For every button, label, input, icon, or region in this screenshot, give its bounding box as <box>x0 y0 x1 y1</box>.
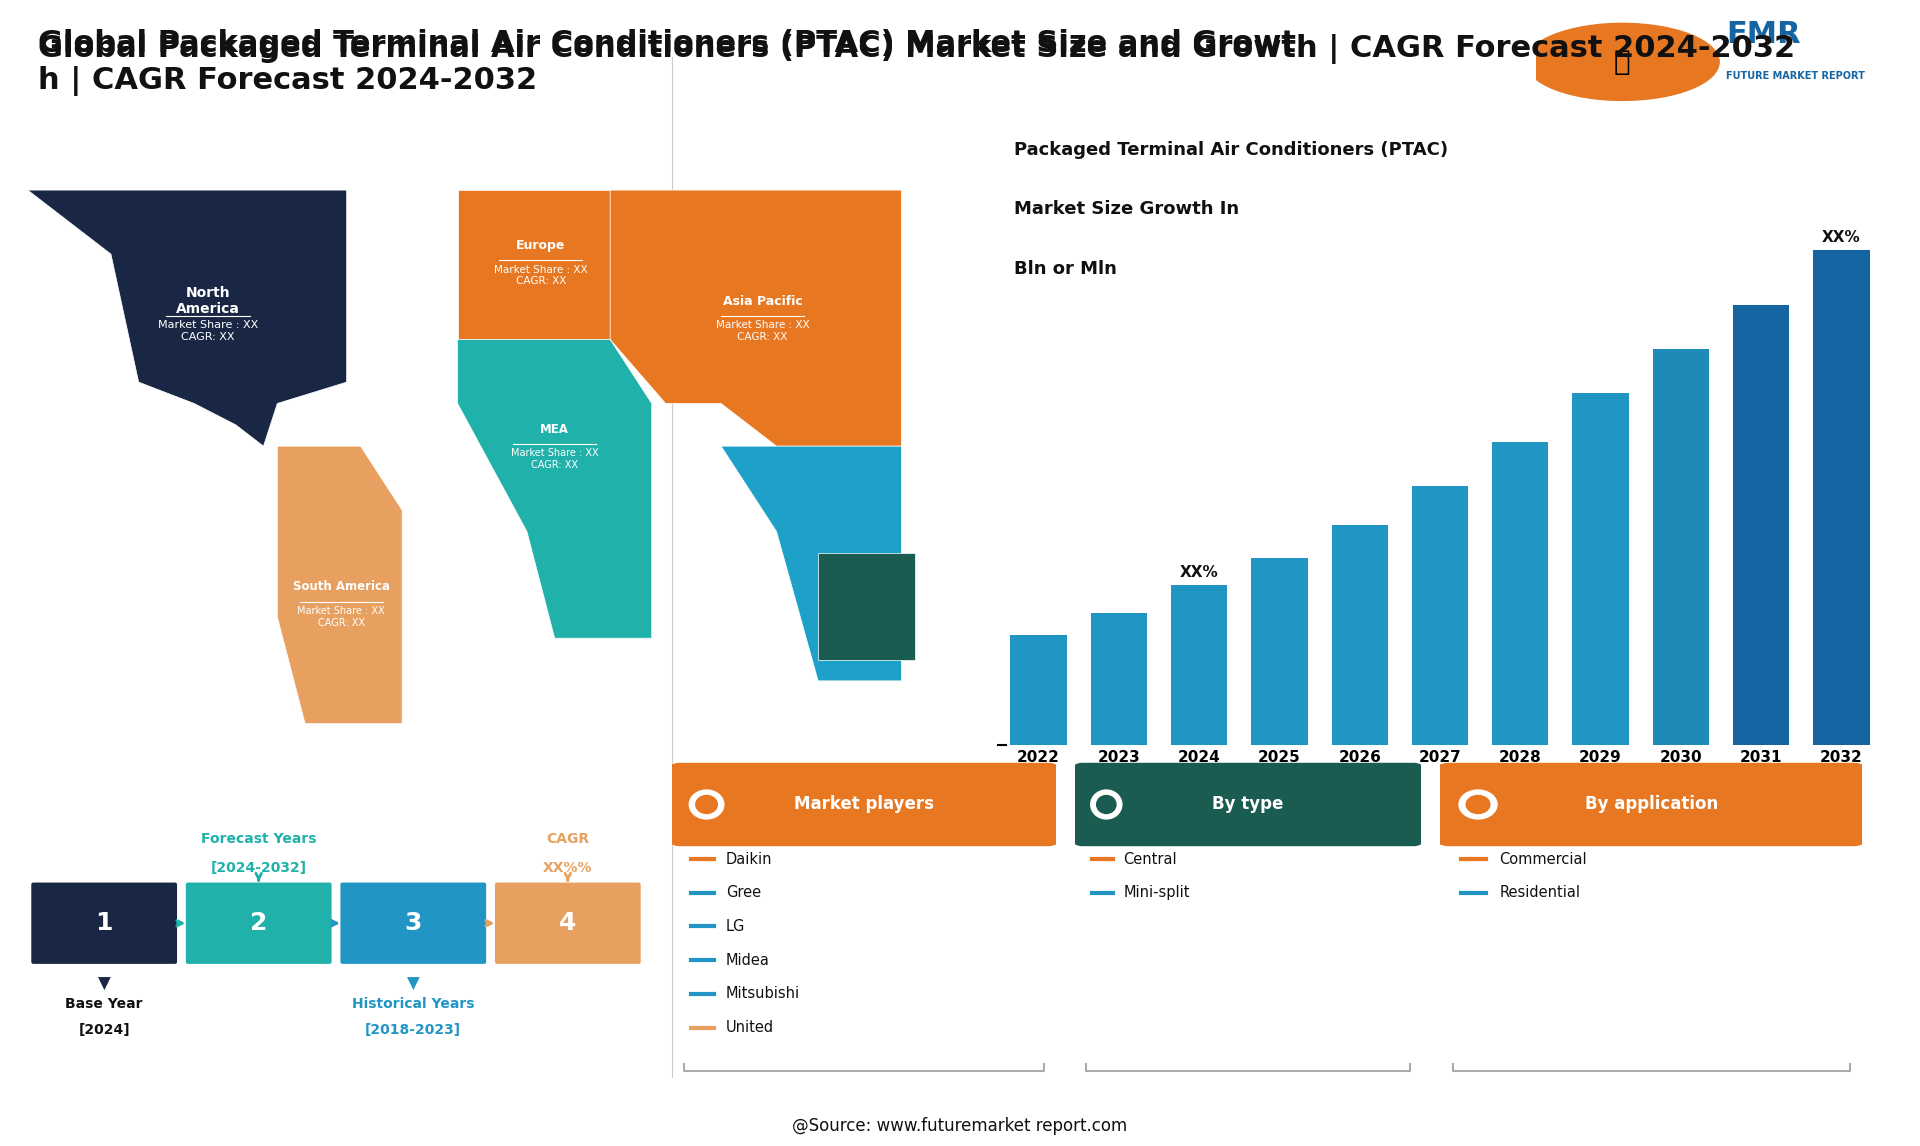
Text: [2018-2023]: [2018-2023] <box>365 1022 461 1037</box>
Text: FUTURE MARKET REPORT: FUTURE MARKET REPORT <box>1726 71 1864 80</box>
Text: Market Share : XX
CAGR: XX: Market Share : XX CAGR: XX <box>716 320 810 342</box>
Text: Market Size Growth In: Market Size Growth In <box>1014 201 1240 219</box>
Bar <box>1411 486 1469 745</box>
Text: [2024]: [2024] <box>79 1022 131 1037</box>
Text: h | CAGR Forecast 2024-2032: h | CAGR Forecast 2024-2032 <box>38 66 538 96</box>
Text: ▼: ▼ <box>98 974 111 992</box>
FancyBboxPatch shape <box>340 881 488 965</box>
FancyBboxPatch shape <box>668 763 1060 846</box>
Text: Global Packaged Terminal Air Conditioners (PTAC) Market Size and Growth | CAGR F: Global Packaged Terminal Air Conditioner… <box>38 34 1795 64</box>
Text: 1: 1 <box>96 911 113 935</box>
Text: Mini-split: Mini-split <box>1123 885 1190 901</box>
FancyBboxPatch shape <box>1436 763 1866 846</box>
Text: Gree: Gree <box>726 885 760 901</box>
Text: Forecast Years: Forecast Years <box>202 832 317 846</box>
Text: North
America: North America <box>177 286 240 316</box>
Polygon shape <box>457 190 611 339</box>
Polygon shape <box>27 190 348 446</box>
Text: CAGR: CAGR <box>547 832 589 846</box>
Bar <box>1812 250 1870 745</box>
Circle shape <box>695 795 718 814</box>
Text: Global Packaged Terminal Air Conditioners (PTAC) Market Size and Growt: Global Packaged Terminal Air Conditioner… <box>38 29 1296 57</box>
Polygon shape <box>818 552 916 660</box>
Text: [2024-2032]: [2024-2032] <box>211 861 307 876</box>
Text: ▼: ▼ <box>407 974 420 992</box>
Polygon shape <box>722 446 900 681</box>
Text: Historical Years: Historical Years <box>351 997 474 1011</box>
Polygon shape <box>457 339 651 638</box>
Text: Market Share : XX
CAGR: XX: Market Share : XX CAGR: XX <box>511 448 599 470</box>
Circle shape <box>689 790 724 819</box>
Polygon shape <box>611 190 900 446</box>
Bar <box>1010 635 1068 745</box>
Text: LG: LG <box>726 919 745 934</box>
Text: Residential: Residential <box>1500 885 1580 901</box>
Bar <box>1492 442 1548 745</box>
Circle shape <box>1091 790 1121 819</box>
Text: Bln or Mln: Bln or Mln <box>1014 260 1117 277</box>
Text: Market players: Market players <box>795 795 933 814</box>
Text: Asia Pacific: Asia Pacific <box>722 295 803 307</box>
Text: Market Share : XX
CAGR: XX: Market Share : XX CAGR: XX <box>157 320 257 342</box>
Text: Central: Central <box>1123 851 1177 866</box>
FancyBboxPatch shape <box>1071 763 1425 846</box>
Text: 2: 2 <box>250 911 267 935</box>
Text: By type: By type <box>1212 795 1284 814</box>
Polygon shape <box>276 446 401 723</box>
Bar <box>1653 348 1709 745</box>
Text: @Source: www.futuremarket report.com: @Source: www.futuremarket report.com <box>793 1116 1127 1135</box>
Bar <box>1332 525 1388 745</box>
Text: XX%: XX% <box>1822 229 1860 244</box>
Text: Commercial: Commercial <box>1500 851 1586 866</box>
Circle shape <box>1526 23 1718 101</box>
Text: FMR: FMR <box>1726 19 1801 49</box>
FancyBboxPatch shape <box>184 881 332 965</box>
Circle shape <box>1467 795 1490 814</box>
Text: United: United <box>726 1020 774 1035</box>
Text: XX%%: XX%% <box>543 861 593 876</box>
Text: XX%: XX% <box>1179 565 1219 580</box>
Text: Base Year: Base Year <box>65 997 142 1011</box>
Text: Packaged Terminal Air Conditioners (PTAC): Packaged Terminal Air Conditioners (PTAC… <box>1014 141 1448 159</box>
Bar <box>1091 613 1146 745</box>
FancyBboxPatch shape <box>493 881 641 965</box>
Text: MEA: MEA <box>540 423 568 435</box>
Text: 🔭: 🔭 <box>1615 48 1630 76</box>
Text: 3: 3 <box>405 911 422 935</box>
Text: 4: 4 <box>559 911 576 935</box>
Text: South America: South America <box>292 581 390 594</box>
Circle shape <box>1459 790 1498 819</box>
Bar <box>1252 558 1308 745</box>
Text: Midea: Midea <box>726 952 770 967</box>
FancyBboxPatch shape <box>31 881 179 965</box>
Text: Market Share : XX
CAGR: XX: Market Share : XX CAGR: XX <box>298 606 384 628</box>
Circle shape <box>1096 795 1116 814</box>
Bar <box>1572 393 1628 745</box>
Text: Daikin: Daikin <box>726 851 772 866</box>
Bar <box>1171 586 1227 745</box>
Text: By application: By application <box>1584 795 1718 814</box>
Text: Europe: Europe <box>516 240 566 252</box>
Text: Market Share : XX
CAGR: XX: Market Share : XX CAGR: XX <box>493 265 588 286</box>
Text: Mitsubishi: Mitsubishi <box>726 987 801 1002</box>
Bar <box>1734 305 1789 745</box>
